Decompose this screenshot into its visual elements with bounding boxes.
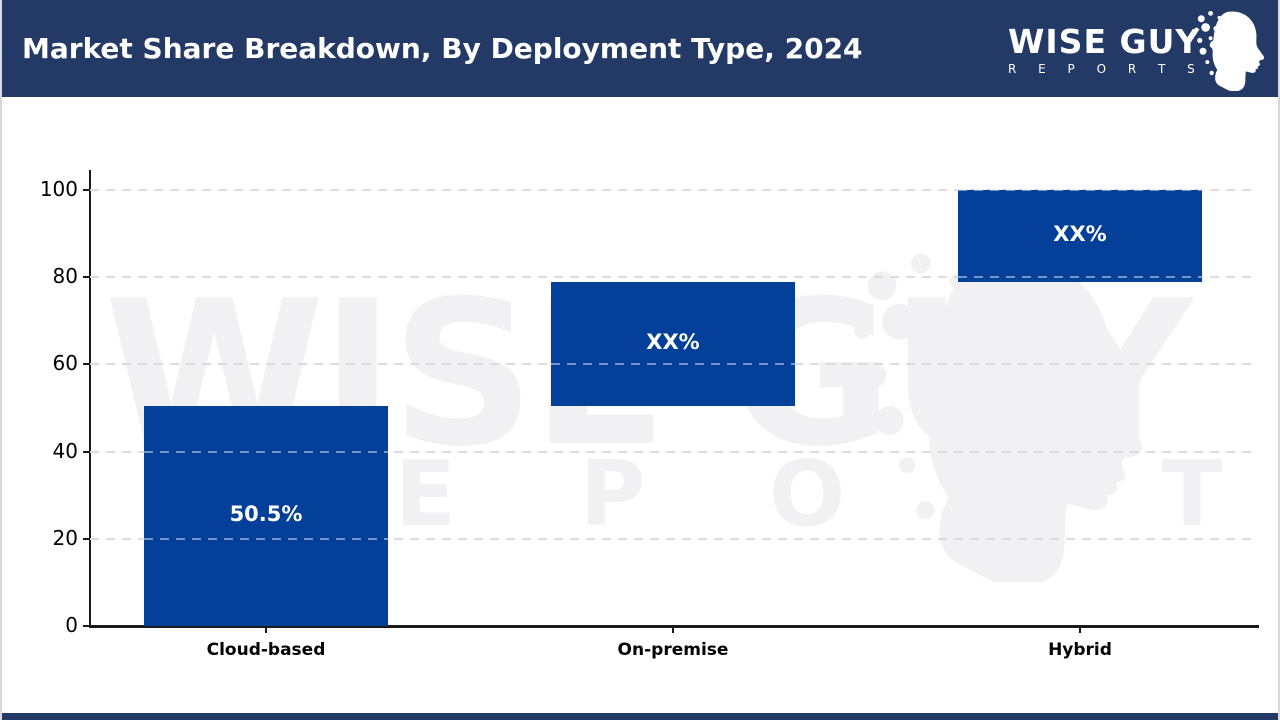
y-axis-line — [89, 170, 91, 627]
logo-text: WISE GUY R E P O R T S — [1008, 22, 1204, 76]
watermark-head-profile-icon — [854, 253, 1142, 582]
y-axis-tick — [83, 625, 90, 627]
bar-value-label: XX% — [1053, 221, 1107, 246]
header-bar: Market Share Breakdown, By Deployment Ty… — [2, 0, 1278, 97]
bar-on-premise: XX% — [551, 281, 795, 406]
y-axis-tick — [83, 276, 90, 279]
x-axis-tick — [265, 627, 267, 633]
gridline — [90, 189, 1258, 191]
y-axis-tick — [83, 363, 90, 366]
y-axis-tick-label: 20 — [52, 525, 78, 550]
gridline-over-bar — [551, 363, 795, 366]
x-axis-tick — [1079, 627, 1081, 633]
y-axis-tick-label: 0 — [65, 613, 78, 637]
chart-title: Market Share Breakdown, By Deployment Ty… — [22, 32, 863, 65]
y-axis-tick-label: 60 — [52, 351, 78, 376]
x-axis-label: On-premise — [617, 640, 729, 660]
wiseguy-logo: WISE GUY R E P O R T S — [1008, 0, 1268, 97]
bar-value-label: 50.5% — [229, 501, 303, 526]
logo-wordmark: WISE GUY — [1008, 22, 1201, 61]
logo-subtitle: R E P O R T S — [1008, 62, 1204, 76]
x-axis-label: Cloud-based — [206, 640, 326, 660]
y-axis-tick — [83, 450, 90, 453]
x-axis-tick — [672, 627, 674, 633]
y-axis-tick-label: 80 — [52, 264, 78, 289]
plot-area: 0 20 40 60 80 100 50.5% Cloud-based XX% On-premis… — [2, 97, 1278, 713]
gridline-over-bar — [144, 450, 388, 453]
dotted-head-profile-icon — [1194, 10, 1264, 91]
gridline-over-bar — [958, 189, 1202, 191]
x-axis-label: Hybrid — [1048, 640, 1112, 660]
y-axis-tick-label: 40 — [52, 438, 78, 463]
bar-cloud-based: 50.5% — [144, 405, 388, 626]
x-axis-line — [89, 625, 1259, 628]
gridline-over-bar — [958, 276, 1202, 279]
bar-hybrid: XX% — [958, 189, 1202, 282]
y-axis-tick — [83, 537, 90, 540]
gridline-over-bar — [144, 537, 388, 540]
bar-value-label: XX% — [646, 329, 700, 354]
y-axis-tick-label: 100 — [39, 177, 78, 201]
gridline — [90, 450, 1258, 453]
gridline — [90, 537, 1258, 540]
gridline — [90, 276, 1258, 279]
footer-bar — [2, 713, 1278, 720]
y-axis-tick — [83, 189, 90, 191]
